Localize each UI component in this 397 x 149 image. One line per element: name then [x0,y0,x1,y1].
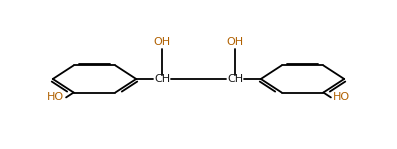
Text: HO: HO [333,92,350,102]
Text: OH: OH [153,37,171,48]
Text: CH: CH [154,74,170,84]
Text: OH: OH [226,37,244,48]
Text: CH: CH [227,74,243,84]
Text: HO: HO [47,92,64,102]
